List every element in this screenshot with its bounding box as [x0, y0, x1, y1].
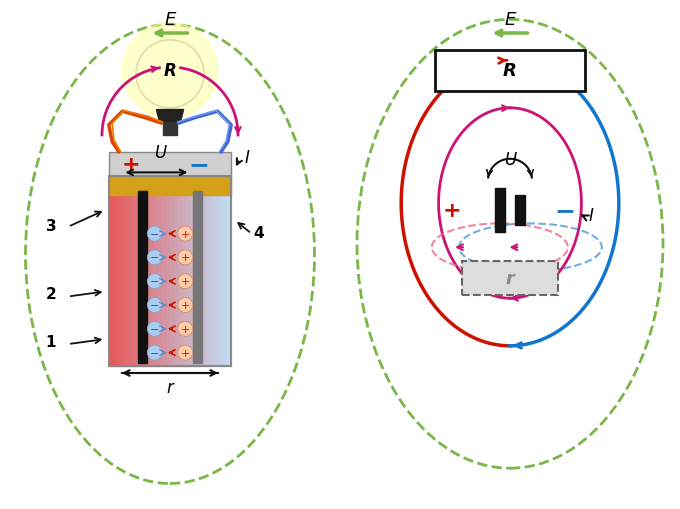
Text: 4: 4 — [253, 225, 264, 241]
Circle shape — [148, 346, 163, 360]
Bar — [193, 192, 203, 363]
Text: −: − — [150, 229, 159, 239]
Text: −: − — [150, 253, 159, 263]
Bar — [129, 177, 133, 366]
Bar — [190, 177, 194, 366]
Text: +: + — [122, 155, 140, 175]
Bar — [150, 177, 154, 366]
Bar — [199, 177, 203, 366]
Text: −: − — [150, 300, 159, 310]
Text: +: + — [181, 324, 190, 334]
Bar — [219, 177, 223, 366]
Text: +: + — [181, 277, 190, 287]
Text: E: E — [165, 11, 175, 30]
Bar — [109, 177, 231, 195]
Bar — [166, 177, 170, 366]
Circle shape — [148, 274, 163, 289]
Text: +: + — [443, 201, 462, 220]
Bar — [435, 51, 585, 92]
Bar — [194, 177, 199, 366]
Bar — [223, 177, 227, 366]
Text: +: + — [181, 229, 190, 239]
Circle shape — [178, 322, 193, 336]
Circle shape — [148, 227, 163, 242]
Text: r: r — [167, 378, 173, 396]
Circle shape — [178, 298, 193, 313]
Bar — [109, 153, 231, 177]
Bar — [227, 177, 231, 366]
Circle shape — [148, 298, 163, 313]
Bar — [158, 177, 162, 366]
Circle shape — [136, 41, 204, 108]
Text: 1: 1 — [46, 334, 56, 349]
Bar — [109, 177, 231, 366]
Bar — [186, 177, 190, 366]
Text: E: E — [505, 11, 515, 30]
Text: 2: 2 — [46, 287, 56, 302]
Bar — [141, 177, 146, 366]
Bar — [182, 177, 186, 366]
Bar — [462, 261, 558, 295]
Bar — [495, 188, 505, 233]
Bar — [113, 177, 117, 366]
Bar — [163, 123, 177, 136]
Circle shape — [178, 250, 193, 265]
Bar — [211, 177, 215, 366]
Text: +: + — [181, 253, 190, 263]
Text: I: I — [245, 149, 250, 167]
Bar — [174, 177, 178, 366]
Text: −: − — [150, 324, 159, 334]
Bar — [162, 177, 166, 366]
Text: −: − — [150, 277, 159, 287]
Text: 3: 3 — [46, 219, 56, 234]
Text: U: U — [504, 151, 516, 168]
Text: r: r — [505, 269, 515, 287]
Bar — [515, 195, 526, 225]
Text: −: − — [554, 199, 575, 222]
Polygon shape — [156, 110, 184, 124]
Text: R: R — [164, 62, 176, 80]
Bar — [215, 177, 219, 366]
Bar — [203, 177, 207, 366]
Text: −: − — [188, 153, 209, 177]
Circle shape — [148, 250, 163, 265]
Bar — [146, 177, 150, 366]
Circle shape — [148, 322, 163, 336]
Bar — [121, 177, 125, 366]
Bar — [178, 177, 182, 366]
Circle shape — [178, 274, 193, 289]
Bar — [109, 177, 113, 366]
Bar — [207, 177, 211, 366]
Bar — [133, 177, 137, 366]
Bar — [154, 177, 158, 366]
Text: −: − — [150, 348, 159, 358]
Bar — [117, 177, 121, 366]
Bar — [137, 177, 141, 366]
Text: U: U — [154, 144, 166, 162]
Bar — [137, 192, 148, 363]
Bar — [125, 177, 129, 366]
Circle shape — [178, 346, 193, 360]
Text: I: I — [588, 207, 593, 224]
Bar — [170, 177, 174, 366]
Text: +: + — [181, 348, 190, 358]
Ellipse shape — [122, 24, 218, 119]
Text: +: + — [181, 300, 190, 310]
Circle shape — [178, 227, 193, 242]
Text: R: R — [503, 62, 517, 80]
